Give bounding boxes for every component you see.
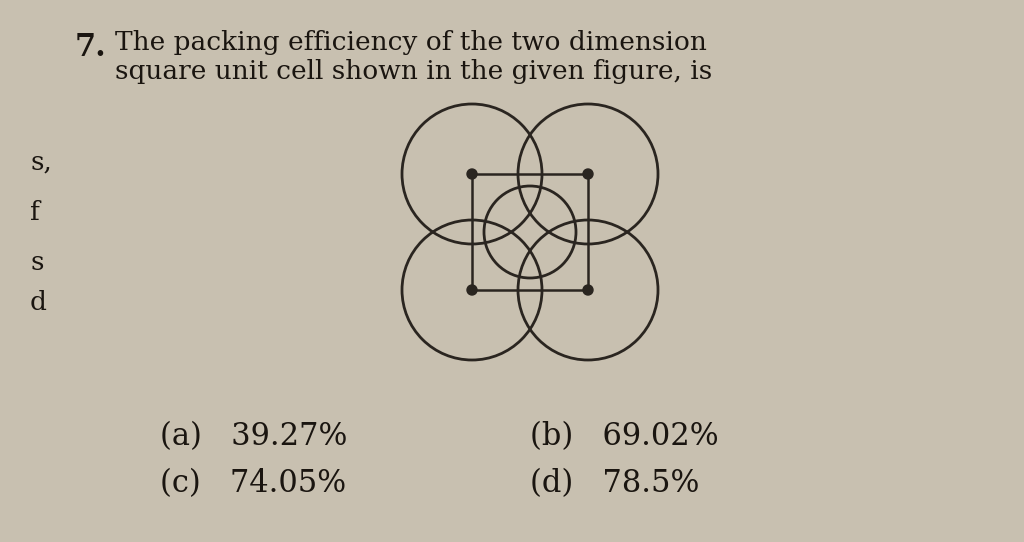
Circle shape xyxy=(467,285,477,295)
Text: square unit cell shown in the given figure, is: square unit cell shown in the given figu… xyxy=(115,59,713,84)
Text: d: d xyxy=(30,289,47,314)
Text: The packing efficiency of the two dimension: The packing efficiency of the two dimens… xyxy=(115,30,707,55)
Circle shape xyxy=(583,169,593,179)
Circle shape xyxy=(467,169,477,179)
Text: s,: s, xyxy=(30,150,52,175)
Text: 7.: 7. xyxy=(75,32,106,63)
Text: f: f xyxy=(30,199,40,224)
Text: (a)   39.27%: (a) 39.27% xyxy=(160,422,347,453)
Circle shape xyxy=(583,285,593,295)
Text: (d)   78.5%: (d) 78.5% xyxy=(530,468,699,500)
Text: (c)   74.05%: (c) 74.05% xyxy=(160,468,346,500)
Text: s: s xyxy=(30,249,43,274)
Text: (b)   69.02%: (b) 69.02% xyxy=(530,422,719,453)
